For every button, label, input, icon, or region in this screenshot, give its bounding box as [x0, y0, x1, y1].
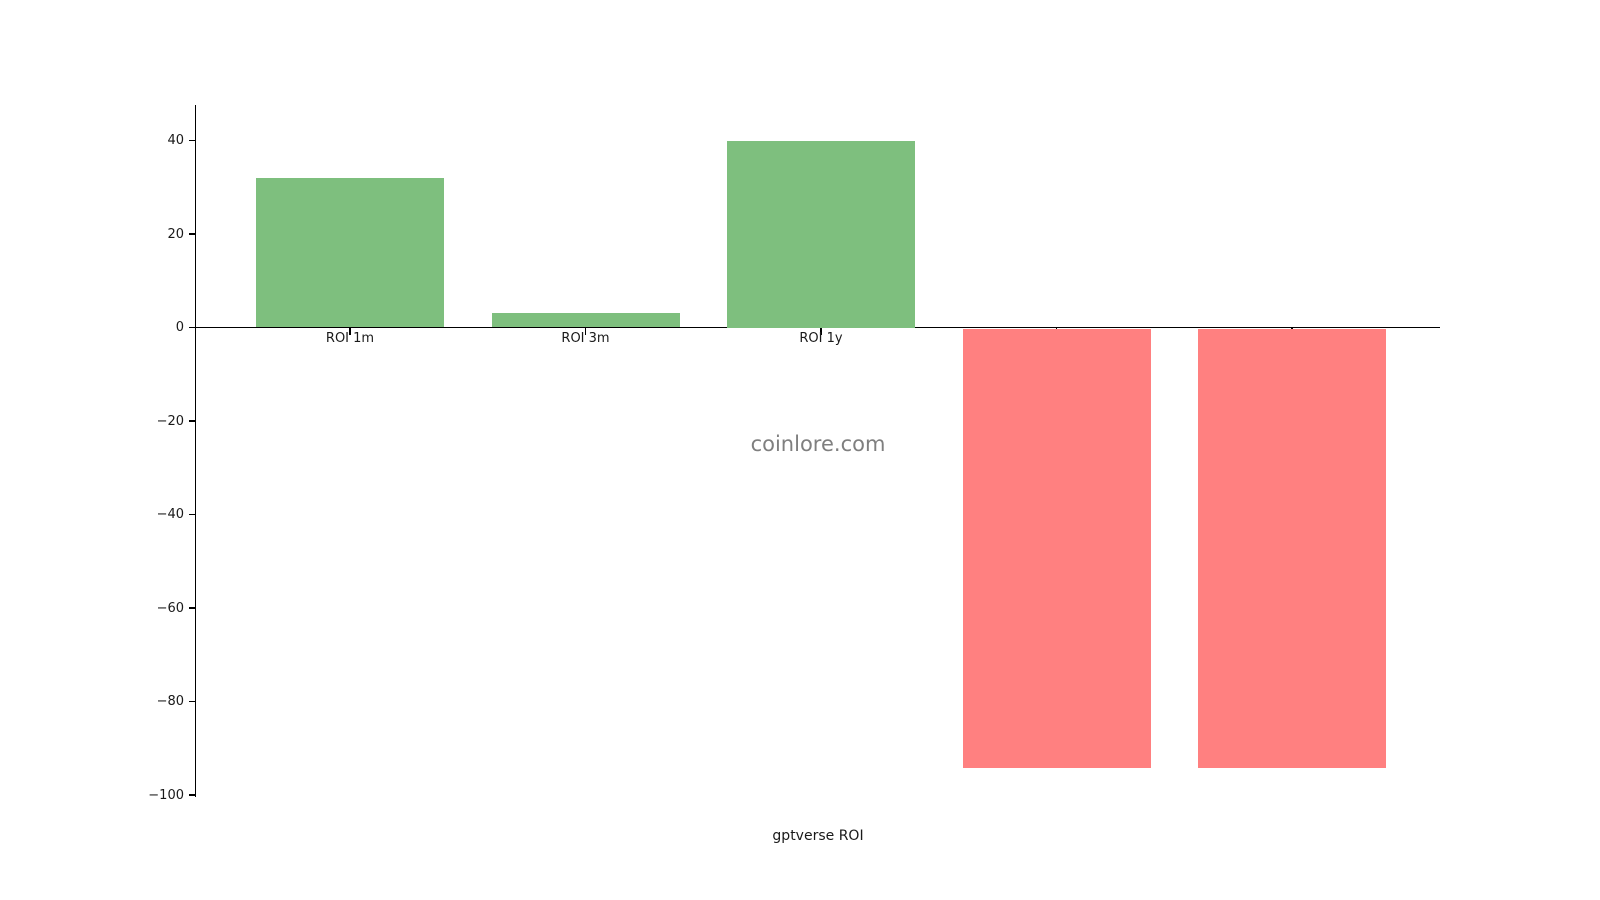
bar-unlabeled-4	[962, 328, 1151, 769]
y-tick-label: −100	[148, 787, 184, 803]
y-tick-label: −80	[156, 694, 184, 709]
y-axis-line	[195, 105, 197, 797]
y-tick-label: −60	[156, 600, 184, 616]
bar-unlabeled-5	[1198, 328, 1386, 769]
y-tick-mark	[189, 513, 196, 516]
y-tick-mark	[189, 420, 196, 422]
y-tick-mark	[189, 326, 196, 329]
y-tick-mark	[189, 700, 196, 703]
bar-ROI 1m	[256, 177, 444, 328]
bar-ROI 1y	[727, 140, 915, 328]
x-axis-title: gptverse ROI	[772, 828, 864, 844]
y-tick-label: 0	[175, 320, 184, 335]
bar-ROI 3m	[491, 313, 680, 328]
x-tick-mark	[584, 327, 587, 335]
y-tick-label: 40	[167, 133, 184, 148]
x-tick-label: ROI 3m	[561, 331, 610, 346]
x-tick-label: ROI 1m	[325, 331, 375, 346]
x-axis-zero-line	[196, 327, 1440, 329]
y-tick-mark	[189, 139, 196, 142]
y-tick-mark	[189, 794, 196, 796]
x-tick-mark	[820, 327, 822, 335]
watermark-text: coinlore.com	[750, 432, 886, 456]
x-tick-label: ROI 1y	[799, 331, 843, 346]
y-tick-label: −20	[156, 413, 184, 429]
y-tick-mark	[189, 233, 196, 235]
x-tick-mark	[349, 327, 351, 335]
y-tick-mark	[189, 607, 196, 609]
y-tick-label: −40	[156, 507, 184, 522]
y-tick-label: 20	[167, 226, 184, 242]
